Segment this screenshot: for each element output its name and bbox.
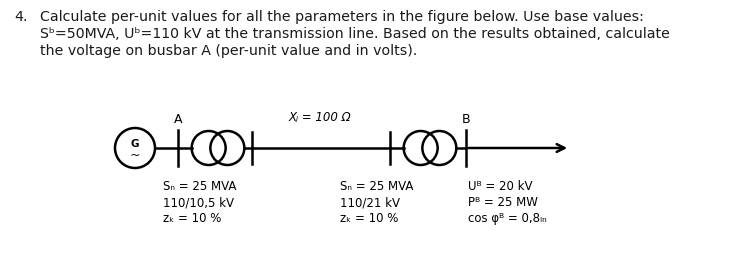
Text: cos φᴮ = 0,8ᵢₙ⁤: cos φᴮ = 0,8ᵢₙ⁤ <box>468 212 547 225</box>
Text: 4.: 4. <box>14 10 28 24</box>
Text: A: A <box>174 113 182 126</box>
Text: Xⱼ = 100 Ω: Xⱼ = 100 Ω <box>288 111 352 124</box>
Text: Sᵇ=50MVA, Uᵇ=110 kV at the transmission line. Based on the results obtained, cal: Sᵇ=50MVA, Uᵇ=110 kV at the transmission … <box>40 27 670 41</box>
Text: zₖ = 10 %: zₖ = 10 % <box>163 212 221 225</box>
Text: Sₙ = 25 MVA: Sₙ = 25 MVA <box>340 180 413 193</box>
Text: Pᴮ = 25 MW: Pᴮ = 25 MW <box>468 196 538 209</box>
Text: the voltage on busbar A (per-unit value and in volts).: the voltage on busbar A (per-unit value … <box>40 44 417 58</box>
Text: B: B <box>462 113 471 126</box>
Text: 110/21 kV: 110/21 kV <box>340 196 400 209</box>
Text: 110/10,5 kV: 110/10,5 kV <box>163 196 234 209</box>
Text: Sₙ = 25 MVA: Sₙ = 25 MVA <box>163 180 236 193</box>
Text: ~: ~ <box>130 148 140 162</box>
Text: Calculate per-unit values for all the parameters in the figure below. Use base v: Calculate per-unit values for all the pa… <box>40 10 644 24</box>
Text: G: G <box>131 139 139 149</box>
Text: zₖ = 10 %: zₖ = 10 % <box>340 212 398 225</box>
Text: Uᴮ = 20 kV: Uᴮ = 20 kV <box>468 180 532 193</box>
